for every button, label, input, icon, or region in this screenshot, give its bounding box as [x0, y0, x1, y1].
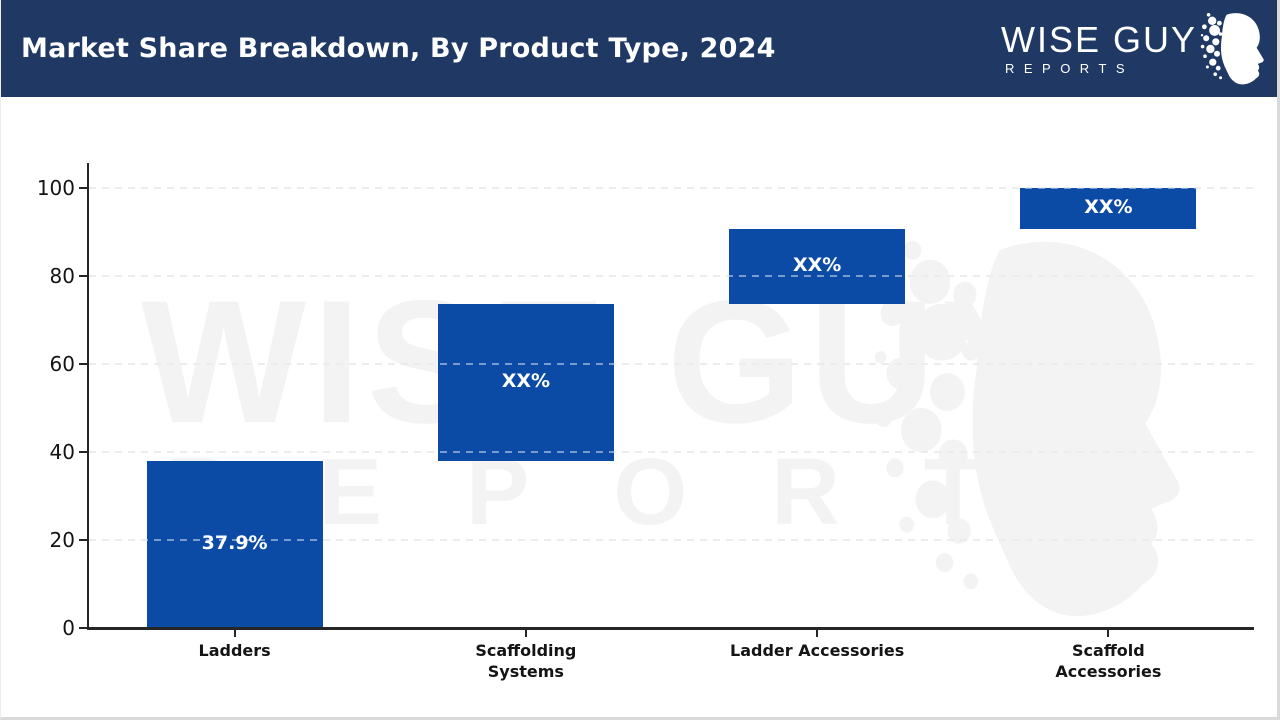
y-tick-mark	[79, 627, 87, 629]
gridline	[89, 363, 1254, 365]
bar-segment	[437, 304, 614, 462]
gridline-overlay	[89, 187, 1254, 189]
x-category-label: Scaffold Accessories	[1055, 641, 1162, 681]
logo-head-icon	[1200, 12, 1264, 84]
y-tick-mark	[79, 187, 87, 189]
bar-segment	[146, 461, 323, 628]
x-tick-mark	[1107, 629, 1110, 637]
x-tick-mark	[233, 629, 236, 637]
x-category-label: Ladder Accessories	[730, 641, 905, 660]
y-tick-label: 20	[49, 528, 75, 552]
y-tick-mark	[79, 451, 87, 453]
y-tick-mark	[79, 539, 87, 541]
gridline	[89, 187, 1254, 189]
y-tick-mark	[79, 363, 87, 365]
bar-value-label: XX%	[792, 253, 842, 276]
gridline-overlay	[89, 539, 1254, 541]
logo-text: WISE GUY REPORTS	[1000, 18, 1197, 76]
gridline-overlay	[89, 275, 1254, 277]
y-tick-label: 0	[62, 616, 75, 640]
gridline	[89, 451, 1254, 453]
bar-value-label: 37.9%	[201, 531, 268, 554]
logo-primary-text: WISE GUY	[1000, 18, 1197, 60]
wiseguy-logo: WISE GUY REPORTS	[1001, 7, 1265, 91]
x-tick-mark	[524, 629, 527, 637]
header-bar: Market Share Breakdown, By Product Type,…	[1, 0, 1277, 97]
gridline	[89, 539, 1254, 541]
y-tick-mark	[79, 275, 87, 277]
bar-segment	[1020, 188, 1197, 230]
x-tick-mark	[816, 629, 819, 637]
y-tick-label: 40	[49, 440, 75, 464]
x-category-label: Scaffolding Systems	[475, 641, 577, 681]
y-tick-label: 80	[49, 264, 75, 288]
bar-segment	[729, 229, 906, 305]
gridline	[89, 275, 1254, 277]
y-axis-spine	[87, 162, 89, 630]
logo-secondary-text: REPORTS	[1004, 60, 1135, 76]
chart-title: Market Share Breakdown, By Product Type,…	[21, 33, 776, 64]
y-tick-label: 60	[49, 352, 75, 376]
bar-value-label: XX%	[501, 369, 551, 392]
gridline-overlay	[89, 363, 1254, 365]
y-tick-label: 100	[36, 176, 75, 200]
x-category-label: Ladders	[198, 641, 271, 660]
bar-value-label: XX%	[1084, 195, 1133, 218]
gridline-overlay	[89, 451, 1254, 453]
x-axis-baseline	[87, 627, 1254, 630]
